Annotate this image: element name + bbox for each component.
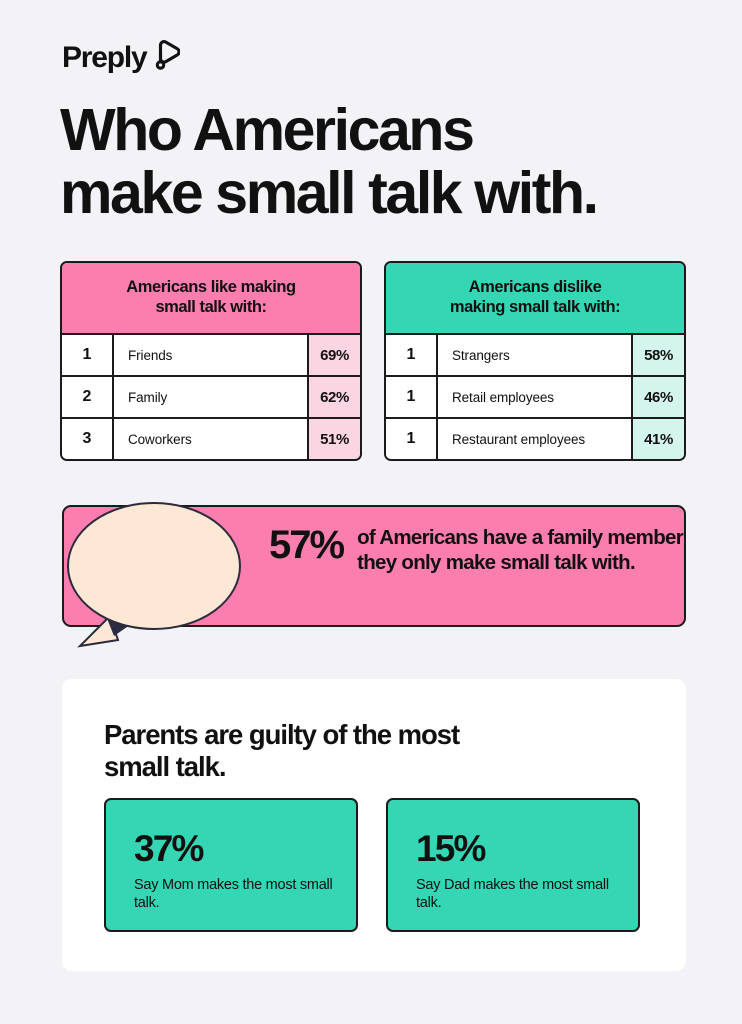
headline-line-1: Who Americans [60, 97, 475, 163]
table-row: 2 Family 62% [62, 375, 360, 418]
band-copy: of Americans have a family member they o… [357, 526, 684, 574]
table-americans-like: Americans like making small talk with: 1… [60, 261, 362, 462]
table-header-dislike-line-2: making small talk with: [449, 298, 621, 317]
stat-percent-mom: 37% [134, 828, 204, 869]
ranking-tables: Americans like making small talk with: 1… [60, 261, 686, 462]
rank-cell: 1 [386, 335, 438, 376]
table-row: 3 Coworkers 51% [62, 417, 360, 460]
label-cell: Coworkers [114, 419, 307, 460]
percent-cell: 41% [631, 419, 684, 460]
stat-percent-dad: 15% [416, 828, 486, 869]
brand-wordmark: Preply [62, 40, 148, 74]
stat-description-dad: Say Dad makes the most small talk. [416, 877, 609, 912]
card-title: Parents are guilty of the most small tal… [104, 719, 614, 783]
label-cell: Friends [114, 335, 307, 376]
label-cell: Strangers [438, 335, 631, 376]
parent-stat-boxes: 37% Say Mom makes the most small talk. 1… [104, 798, 640, 932]
stat-description-mom: Say Mom makes the most small talk. [134, 877, 333, 912]
table-header-like-line-2: small talk with: [155, 298, 267, 317]
stat-box-mom: 37% Say Mom makes the most small talk. [104, 798, 358, 932]
rank-cell: 1 [386, 377, 438, 418]
rank-cell: 2 [62, 377, 114, 418]
card-title-line-1: Parents are guilty of the most [104, 719, 460, 750]
percent-cell: 46% [631, 377, 684, 418]
table-row: 1 Retail employees 46% [386, 375, 684, 418]
label-cell: Restaurant employees [438, 419, 631, 460]
rank-cell: 3 [62, 419, 114, 460]
card-title-line-2: small talk. [104, 750, 227, 782]
label-cell: Retail employees [438, 377, 631, 418]
table-header-like: Americans like making small talk with: [62, 263, 360, 334]
table-header-dislike-line-1: Americans dislike [468, 278, 602, 296]
percent-cell: 51% [307, 419, 360, 460]
family-small-talk-band: 57% of Americans have a family member th… [62, 505, 686, 627]
table-americans-dislike: Americans dislike making small talk with… [384, 261, 686, 462]
stat-box-dad: 15% Say Dad makes the most small talk. [386, 798, 640, 932]
rank-cell: 1 [386, 419, 438, 460]
table-row: 1 Strangers 58% [386, 333, 684, 376]
page-title: Who Americans make small talk with. [60, 97, 700, 227]
percent-cell: 58% [631, 335, 684, 376]
brand-logo: Preply [62, 40, 181, 75]
percent-cell: 62% [307, 377, 360, 418]
table-row: 1 Friends 69% [62, 333, 360, 376]
label-cell: Family [114, 377, 307, 418]
preply-speech-arrow-icon [154, 40, 181, 75]
rank-cell: 1 [62, 335, 114, 376]
parents-card: Parents are guilty of the most small tal… [62, 679, 686, 971]
table-row: 1 Restaurant employees 41% [386, 417, 684, 460]
headline-line-2: make small talk with. [60, 160, 599, 227]
table-header-like-line-1: Americans like making [126, 278, 296, 296]
band-percent: 57% [269, 523, 345, 567]
percent-cell: 69% [307, 335, 360, 376]
table-header-dislike: Americans dislike making small talk with… [386, 263, 684, 334]
band-text: 57% of Americans have a family member th… [269, 523, 684, 575]
